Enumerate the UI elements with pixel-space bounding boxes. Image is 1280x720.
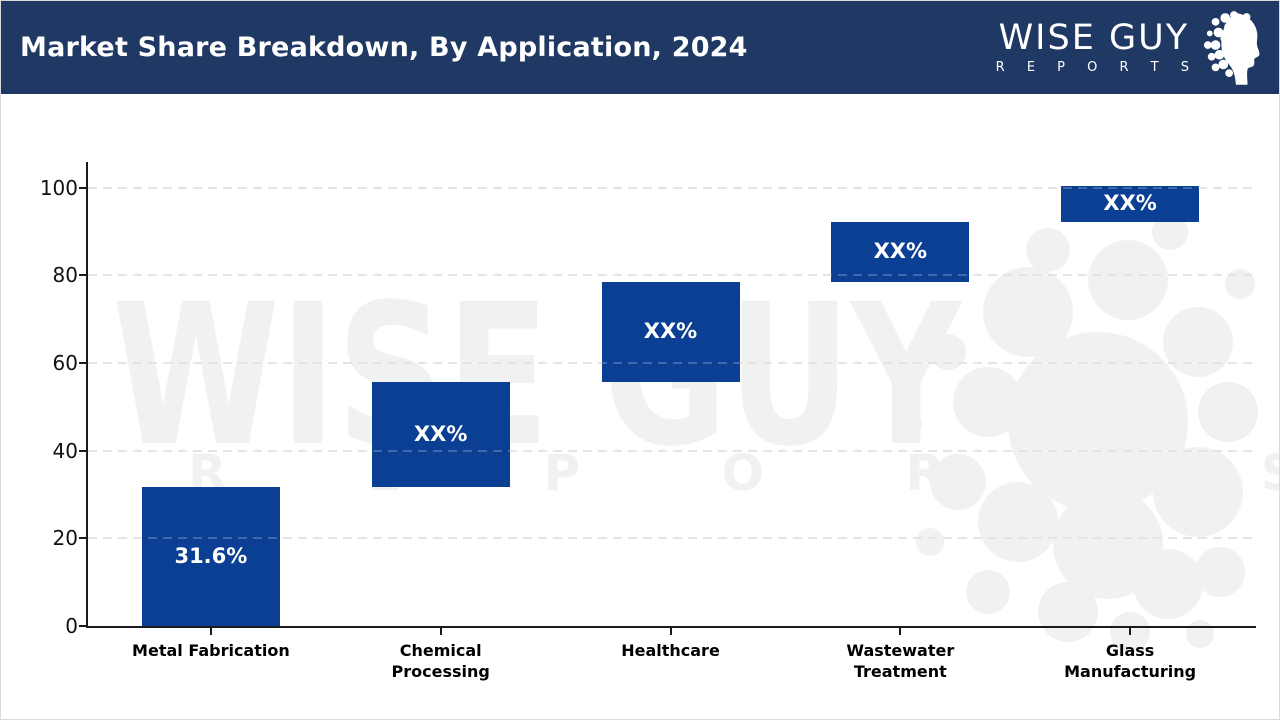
y-tick-mark [79, 449, 86, 452]
bar-value-label: XX% [643, 318, 698, 343]
y-tick-label: 60 [52, 350, 78, 375]
x-tick-mark [439, 628, 442, 635]
x-category-label: Wastewater Treatment [785, 640, 1015, 682]
bar-segment [371, 381, 510, 488]
y-axis-line [86, 162, 88, 628]
gridline-40 [88, 449, 1256, 452]
gridline-20 [88, 537, 1256, 540]
x-tick-mark [899, 628, 902, 635]
gridline-100 [88, 186, 1256, 189]
x-category-line: Wastewater [846, 641, 955, 660]
gridline-overlay-100 [88, 186, 1256, 189]
brand-subname: R E P O R T S [995, 59, 1198, 75]
x-category-line: Processing [391, 662, 490, 681]
x-tick-mark [669, 628, 672, 635]
gridline-overlay-80 [88, 274, 1256, 277]
bar-value-label: XX% [873, 238, 928, 263]
x-category-line: Metal Fabrication [132, 641, 290, 660]
bar-value-label: 31.6% [174, 543, 248, 568]
gridline-80 [88, 274, 1256, 277]
brand-logo: WISE GUY R E P O R T S [990, 0, 1264, 94]
y-tick-mark [79, 186, 86, 189]
y-tick-mark [79, 537, 86, 540]
page-title: Market Share Breakdown, By Application, … [20, 31, 748, 63]
bar-segment [601, 281, 740, 382]
header-bar: Market Share Breakdown, By Application, … [0, 0, 1280, 94]
x-category-line: Glass [1105, 641, 1155, 660]
x-category-label: Metal Fabrication [96, 640, 326, 661]
y-tick-label: 100 [39, 175, 78, 200]
x-tick-mark [209, 628, 212, 635]
y-tick-mark [79, 274, 86, 277]
gridline-overlay-60 [88, 361, 1256, 364]
y-tick-mark [79, 625, 86, 627]
dotted-head-icon [1203, 11, 1260, 85]
brand-name: WISE GUY [998, 17, 1190, 58]
x-category-label: Chemical Processing [326, 640, 556, 682]
bar-segment [831, 222, 970, 282]
x-axis-line [86, 626, 1256, 628]
y-tick-label: 40 [52, 438, 78, 463]
x-tick-mark [1129, 628, 1132, 635]
x-category-line: Treatment [853, 662, 947, 681]
watermark-text: WISE GUY [112, 262, 962, 489]
x-category-label: Glass Manufacturing [1015, 640, 1245, 682]
watermark-head-icon [898, 214, 1258, 652]
x-category-line: Chemical [399, 641, 482, 660]
bar-segment [141, 487, 280, 626]
x-category-line: Healthcare [621, 641, 720, 660]
y-tick-label: 80 [52, 263, 78, 288]
y-tick-label: 0 [65, 614, 78, 638]
x-category-label: Healthcare [556, 640, 786, 661]
gridline-overlay-20 [88, 537, 1256, 540]
y-tick-label: 20 [52, 526, 78, 551]
y-tick-mark [79, 361, 86, 364]
gridline-overlay-40 [88, 449, 1256, 452]
brand-logo-text: WISE GUY R E P O R T S [990, 17, 1198, 75]
bar-value-label: XX% [1103, 191, 1157, 216]
x-category-line: Manufacturing [1064, 662, 1197, 681]
bar-segment [1061, 186, 1200, 223]
bar-value-label: XX% [413, 421, 468, 446]
